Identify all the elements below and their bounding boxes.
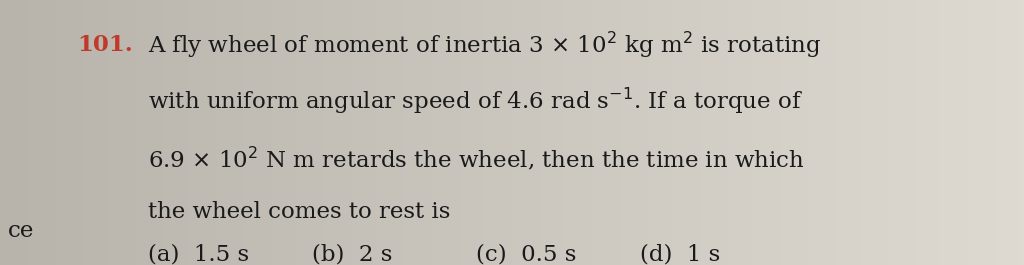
Text: (b)  2 s: (b) 2 s bbox=[312, 243, 392, 265]
Text: ce: ce bbox=[8, 219, 35, 242]
Text: (d)  1 s: (d) 1 s bbox=[640, 243, 720, 265]
Text: A fly wheel of moment of inertia 3 $\times$ 10$^{2}$ kg m$^{2}$ is rotating: A fly wheel of moment of inertia 3 $\tim… bbox=[148, 30, 821, 60]
Text: 101.: 101. bbox=[77, 34, 132, 56]
Text: the wheel comes to rest is: the wheel comes to rest is bbox=[148, 201, 451, 223]
Text: with uniform angular speed of 4.6 rad s$^{-1}$. If a torque of: with uniform angular speed of 4.6 rad s$… bbox=[148, 86, 804, 116]
Text: (c)  0.5 s: (c) 0.5 s bbox=[476, 243, 577, 265]
Text: 6.9 $\times$ 10$^{2}$ N m retards the wheel, then the time in which: 6.9 $\times$ 10$^{2}$ N m retards the wh… bbox=[148, 145, 805, 173]
Text: (a)  1.5 s: (a) 1.5 s bbox=[148, 243, 250, 265]
